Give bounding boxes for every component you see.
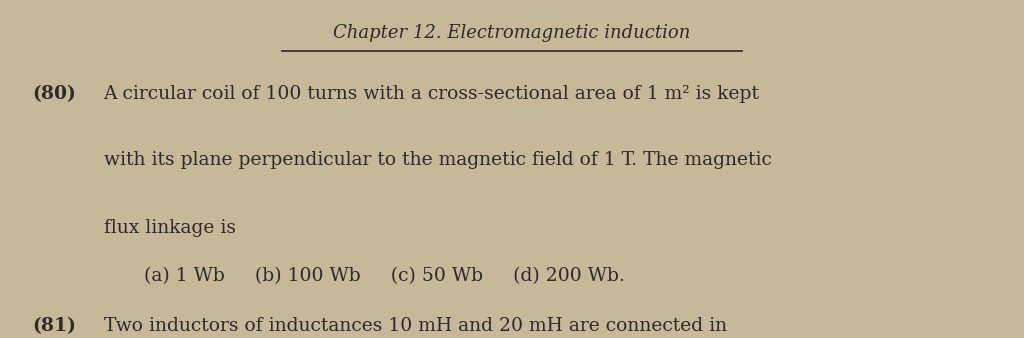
Text: with its plane perpendicular to the magnetic field of 1 T. The magnetic: with its plane perpendicular to the magn…: [103, 151, 771, 169]
Text: (81): (81): [32, 317, 76, 335]
Text: A circular coil of 100 turns with a cross-sectional area of 1 m² is kept: A circular coil of 100 turns with a cros…: [103, 85, 760, 103]
Text: Chapter 12. Electromagnetic induction: Chapter 12. Electromagnetic induction: [334, 24, 690, 42]
Text: (a) 1 Wb     (b) 100 Wb     (c) 50 Wb     (d) 200 Wb.: (a) 1 Wb (b) 100 Wb (c) 50 Wb (d) 200 Wb…: [144, 267, 626, 285]
Text: Two inductors of inductances 10 mH and 20 mH are connected in: Two inductors of inductances 10 mH and 2…: [103, 317, 727, 335]
Text: flux linkage is: flux linkage is: [103, 219, 236, 237]
Text: (80): (80): [32, 85, 76, 103]
